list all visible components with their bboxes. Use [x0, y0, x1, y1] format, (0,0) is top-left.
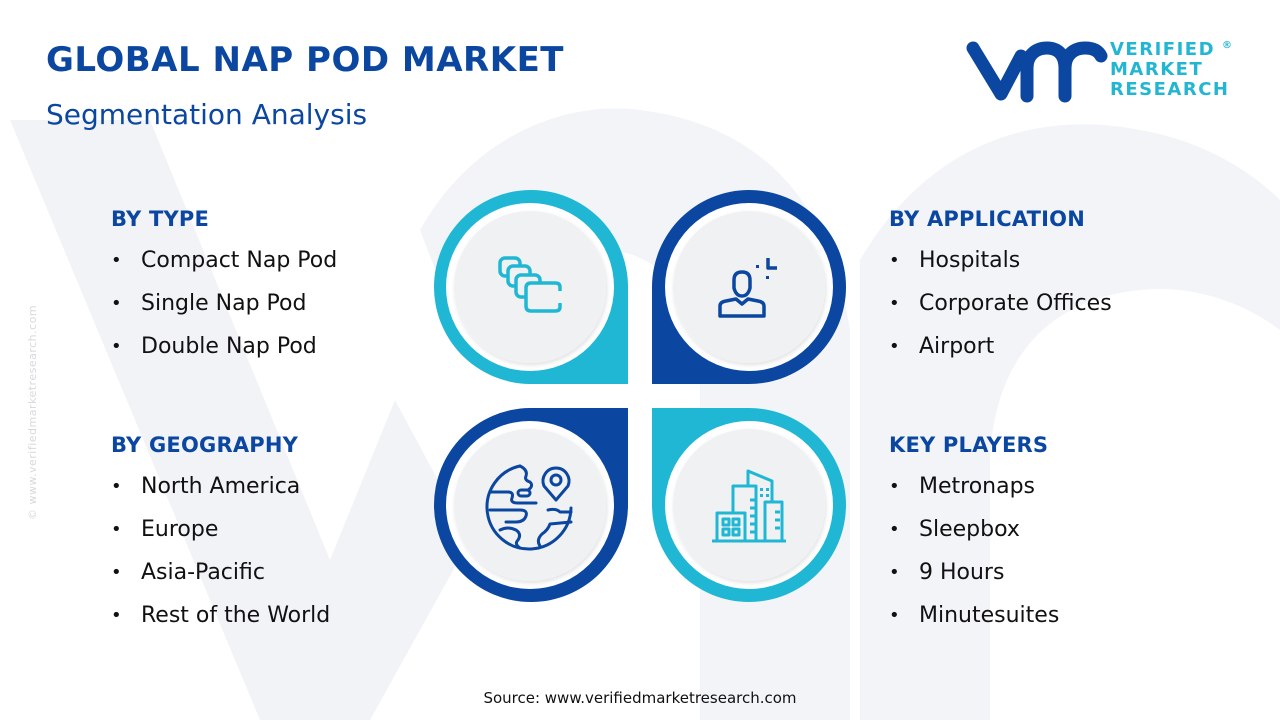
segment-by-application: BY APPLICATION • Hospitals • Corporate Off… [889, 207, 1112, 368]
segment-heading: BY TYPE [111, 207, 210, 231]
petal-by-geography [433, 408, 628, 602]
segment-heading: KEY PLAYERS [889, 433, 1049, 457]
vmr-logo-icon [966, 41, 1108, 103]
source-footer: Source: www.verifiedmarketresearch.com [483, 689, 797, 707]
segment-list: • Compact Nap Pod • Single Nap Pod • Double… [111, 239, 337, 368]
bullet: • [889, 293, 900, 314]
bullet: • [889, 519, 900, 540]
bullet: • [889, 476, 900, 497]
bullet: • [111, 293, 122, 314]
logo-line-market: MARKET [1110, 59, 1204, 80]
list-item: • Corporate Offices [889, 282, 1112, 325]
page-subtitle: Segmentation Analysis [46, 98, 368, 131]
bullet: • [111, 336, 122, 357]
bullet: • [889, 605, 900, 626]
buildings-icon [712, 469, 786, 543]
bullet: • [111, 562, 122, 583]
segment-by-type: BY TYPE • Compact Nap Pod • Single Nap Pod… [111, 207, 337, 368]
bullet: • [889, 250, 900, 271]
stacked-pods-icon [498, 256, 562, 313]
logo-line-verified: VERIFIED [1110, 39, 1216, 60]
list-item: • Single Nap Pod [111, 282, 337, 325]
list-item: • 9 Hours [889, 551, 1059, 594]
bullet: • [111, 250, 122, 271]
bullet: • [111, 519, 122, 540]
list-item: • Double Nap Pod [111, 325, 337, 368]
bullet: • [889, 562, 900, 583]
segment-key-players: KEY PLAYERS • Metronaps • Sleepbox • 9 Hour… [889, 433, 1059, 637]
list-item: • Metronaps [889, 465, 1059, 508]
segment-heading: BY APPLICATION [889, 207, 1086, 231]
list-item: • North America [111, 465, 330, 508]
bullet: • [111, 476, 122, 497]
list-item: • Europe [111, 508, 330, 551]
segment-list: • Hospitals • Corporate Offices • Airport [889, 239, 1112, 368]
list-item: • Airport [889, 325, 1112, 368]
list-item: • Hospitals [889, 239, 1112, 282]
segment-list: • North America • Europe • Asia-Pacific • Re… [111, 465, 330, 637]
list-item: • Compact Nap Pod [111, 239, 337, 282]
petal-key-players [652, 408, 846, 602]
logo-wordmark: VERIFIED MARKET RESEARCH ® [1110, 39, 1232, 100]
segment-by-geography: BY GEOGRAPHY • North America • Europe • Asi… [111, 433, 330, 637]
person-icon [718, 258, 777, 318]
registered-mark: ® [1222, 40, 1232, 51]
list-item: • Rest of the World [111, 594, 330, 637]
list-item: • Asia-Pacific [111, 551, 330, 594]
globe-location-icon [485, 464, 573, 551]
page-title: GLOBAL NAP POD MARKET [46, 40, 564, 80]
segment-heading: BY GEOGRAPHY [111, 433, 299, 457]
bullet: • [889, 336, 900, 357]
logo-line-research: RESEARCH [1110, 79, 1230, 100]
list-item: • Minutesuites [889, 594, 1059, 637]
list-item: • Sleepbox [889, 508, 1059, 551]
segment-list: • Metronaps • Sleepbox • 9 Hours • Minutesui… [889, 465, 1059, 637]
bullet: • [111, 605, 122, 626]
